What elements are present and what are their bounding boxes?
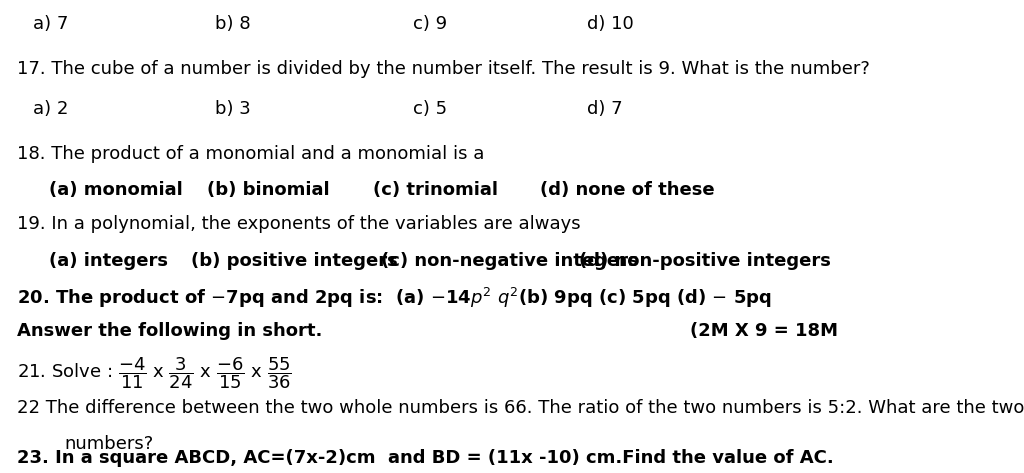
Text: 18. The product of a monomial and a monomial is a: 18. The product of a monomial and a mono… (17, 145, 484, 163)
Text: (b) binomial: (b) binomial (207, 181, 330, 199)
Text: (d) non-positive integers: (d) non-positive integers (580, 252, 831, 270)
Text: d) 10: d) 10 (587, 16, 634, 34)
Text: 19. In a polynomial, the exponents of the variables are always: 19. In a polynomial, the exponents of th… (17, 215, 581, 233)
Text: (a) integers: (a) integers (49, 252, 168, 270)
Text: b) 8: b) 8 (215, 16, 251, 34)
Text: 17. The cube of a number is divided by the number itself. The result is 9. What : 17. The cube of a number is divided by t… (17, 60, 870, 78)
Text: b) 3: b) 3 (215, 100, 251, 118)
Text: numbers?: numbers? (65, 435, 154, 453)
Text: d) 7: d) 7 (587, 100, 623, 118)
Text: (c) non-negative integers: (c) non-negative integers (381, 252, 639, 270)
Text: c) 9: c) 9 (413, 16, 447, 34)
Text: (c) trinomial: (c) trinomial (374, 181, 499, 199)
Text: (a) monomial: (a) monomial (49, 181, 182, 199)
Text: 22 The difference between the two whole numbers is 66. The ratio of the two numb: 22 The difference between the two whole … (17, 399, 1024, 417)
Text: 23. In a square ABCD, AC=(7x-2)cm  and BD = (11x -10) cm.Find the value of AC.: 23. In a square ABCD, AC=(7x-2)cm and BD… (17, 449, 834, 467)
Text: 20. The product of $-$7pq and 2pq is:  (a) $-$14$p^2$ $q^2$(b) 9pq (c) 5pq (d) $: 20. The product of $-$7pq and 2pq is: (a… (17, 286, 772, 310)
Text: (d) none of these: (d) none of these (540, 181, 715, 199)
Text: (b) positive integers: (b) positive integers (191, 252, 398, 270)
Text: (2M X 9 = 18M: (2M X 9 = 18M (690, 322, 838, 340)
Text: 21. Solve : $\dfrac{-4}{11}$ x $\dfrac{3}{24}$ x $\dfrac{-6}{15}$ x $\dfrac{55}{: 21. Solve : $\dfrac{-4}{11}$ x $\dfrac{3… (17, 355, 292, 391)
Text: a) 7: a) 7 (33, 16, 69, 34)
Text: c) 5: c) 5 (413, 100, 447, 118)
Text: Answer the following in short.: Answer the following in short. (17, 322, 323, 340)
Text: a) 2: a) 2 (33, 100, 69, 118)
